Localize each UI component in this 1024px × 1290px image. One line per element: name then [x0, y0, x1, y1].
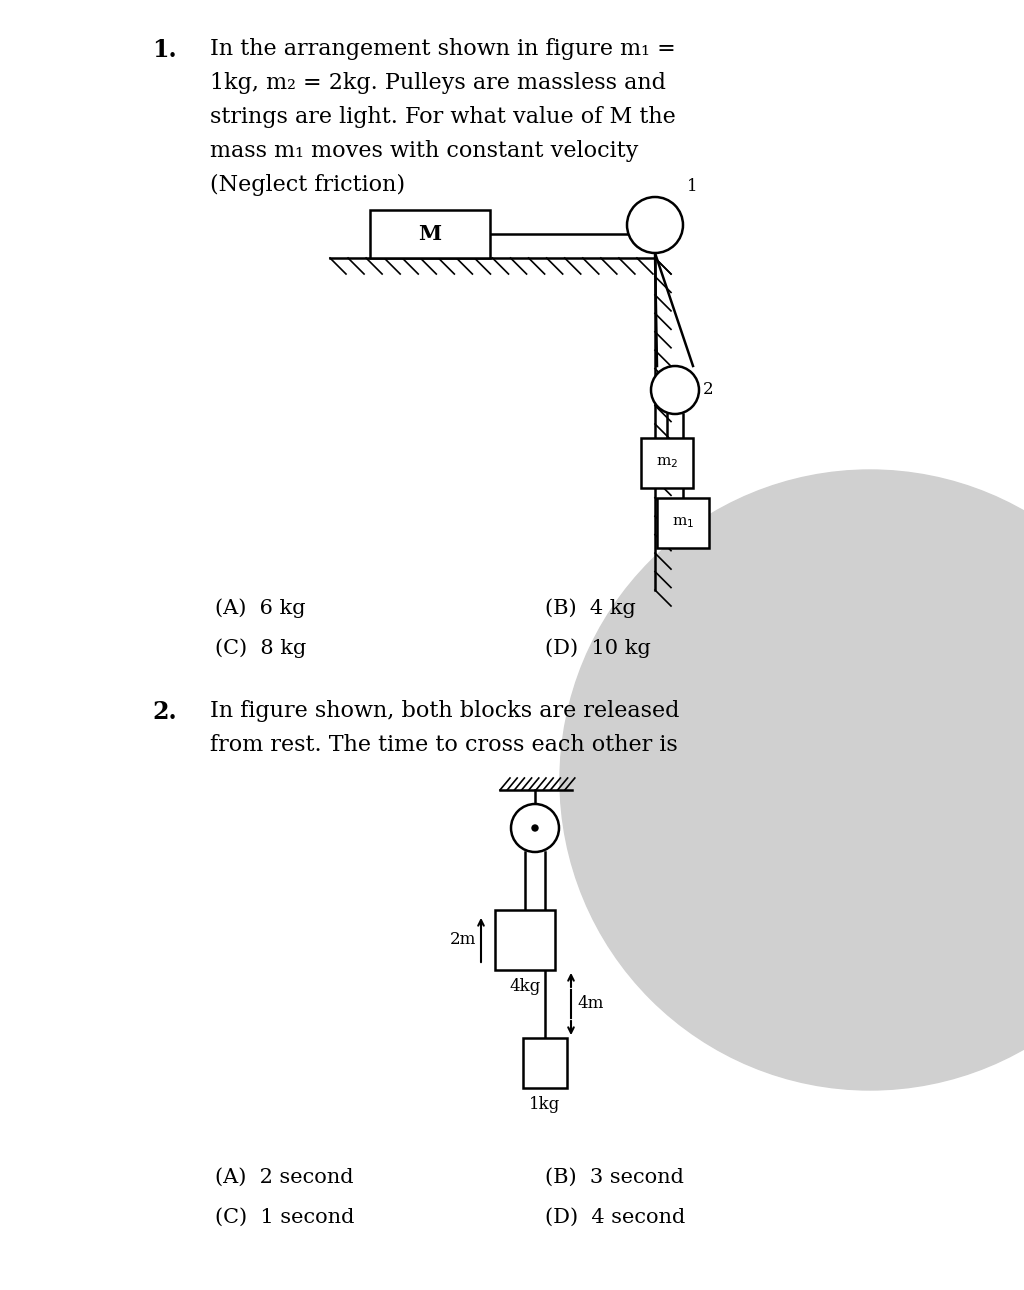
Text: 1: 1: [687, 178, 697, 195]
Bar: [370, 210, 490, 258]
Text: (D)  4 second: (D) 4 second: [545, 1207, 685, 1227]
Text: 1kg, m₂ = 2kg. Pulleys are massless and: 1kg, m₂ = 2kg. Pulleys are massless and: [210, 72, 666, 94]
Bar: [495, 909, 555, 970]
Text: M: M: [419, 224, 441, 244]
Text: m$_2$: m$_2$: [655, 455, 678, 471]
Bar: [657, 498, 709, 548]
Circle shape: [511, 804, 559, 851]
Bar: [641, 439, 693, 488]
Text: In the arrangement shown in figure m₁ =: In the arrangement shown in figure m₁ =: [210, 37, 676, 61]
Text: (C)  1 second: (C) 1 second: [215, 1207, 354, 1227]
Text: (A)  2 second: (A) 2 second: [215, 1167, 353, 1187]
Text: 1kg: 1kg: [529, 1096, 560, 1113]
Circle shape: [560, 470, 1024, 1090]
Text: (B)  4 kg: (B) 4 kg: [545, 599, 636, 618]
Circle shape: [651, 366, 699, 414]
Text: (B)  3 second: (B) 3 second: [545, 1167, 684, 1187]
Text: (D)  10 kg: (D) 10 kg: [545, 639, 650, 658]
Text: m$_1$: m$_1$: [672, 516, 694, 530]
Circle shape: [532, 826, 538, 831]
Text: mass m₁ moves with constant velocity: mass m₁ moves with constant velocity: [210, 141, 638, 163]
Text: 2: 2: [703, 382, 714, 399]
Text: 2m: 2m: [450, 931, 476, 948]
Text: (A)  6 kg: (A) 6 kg: [215, 599, 305, 618]
Bar: [523, 1038, 567, 1087]
Text: 4kg: 4kg: [509, 978, 541, 995]
Circle shape: [627, 197, 683, 253]
Text: 2.: 2.: [152, 700, 176, 724]
Text: (Neglect friction): (Neglect friction): [210, 174, 406, 196]
Text: 4m: 4m: [577, 996, 603, 1013]
Text: In figure shown, both blocks are released: In figure shown, both blocks are release…: [210, 700, 680, 722]
Text: (C)  8 kg: (C) 8 kg: [215, 639, 306, 658]
Text: strings are light. For what value of M the: strings are light. For what value of M t…: [210, 106, 676, 128]
Text: 1.: 1.: [152, 37, 176, 62]
Text: from rest. The time to cross each other is: from rest. The time to cross each other …: [210, 734, 678, 756]
